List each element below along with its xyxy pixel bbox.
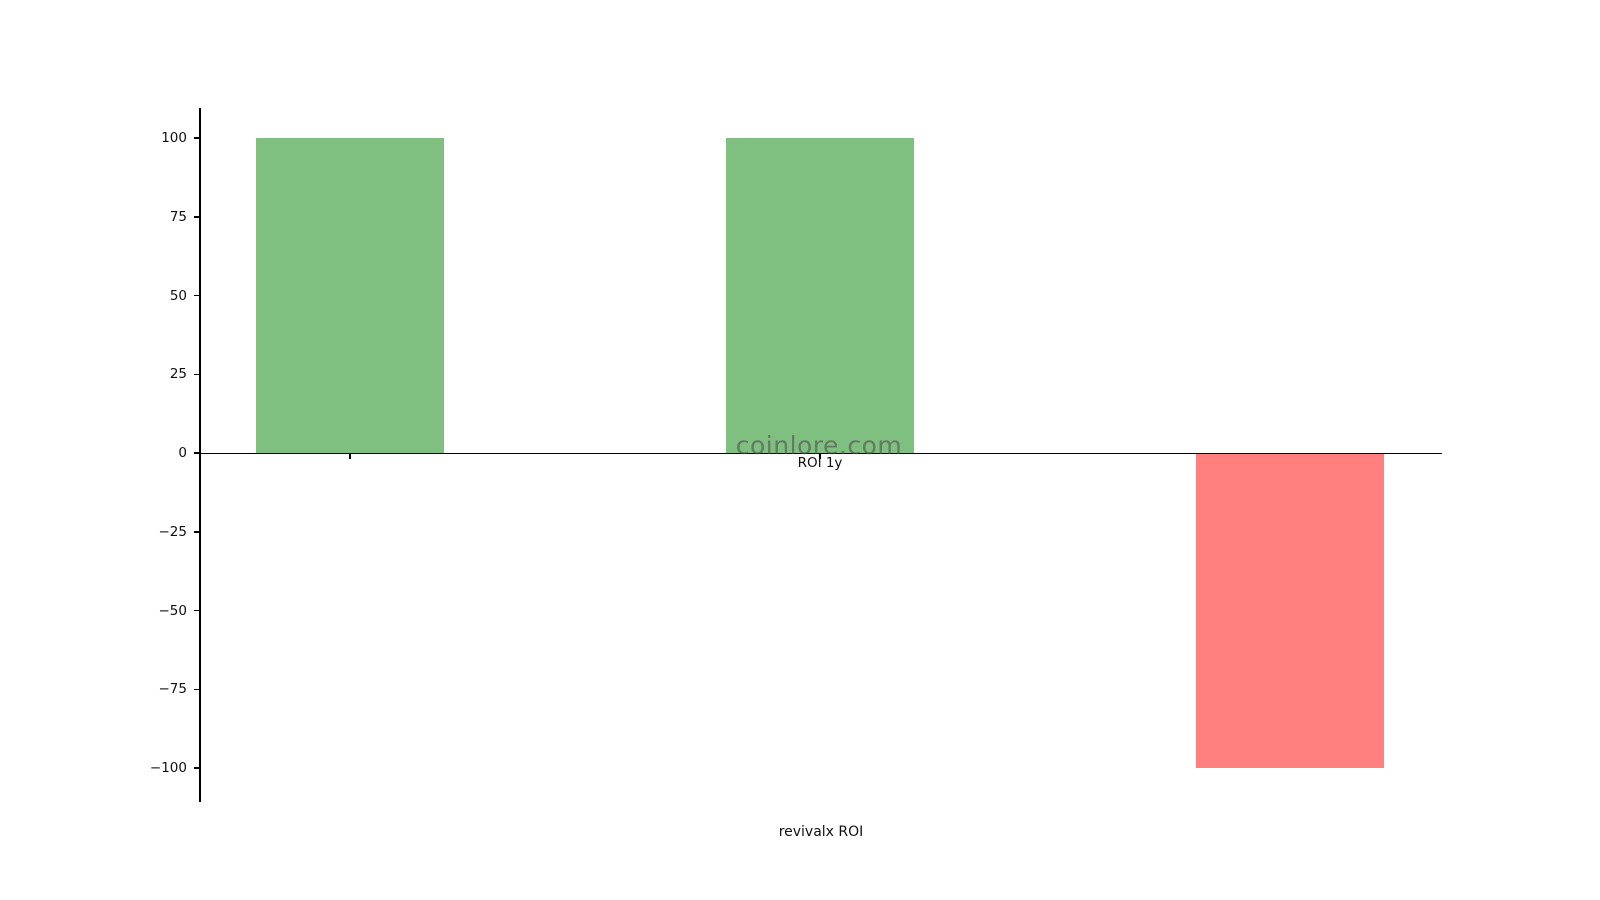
- x-tick-mark: [819, 454, 821, 459]
- y-tick-label: −100: [149, 760, 187, 776]
- y-tick-label: 75: [169, 208, 187, 225]
- x-axis-line: [200, 452, 1442, 454]
- bar-series-0: [256, 138, 444, 453]
- y-tick-mark: [194, 137, 200, 139]
- bar-series-2: [1196, 453, 1384, 768]
- y-tick-label: 50: [169, 287, 187, 304]
- y-tick-label: 25: [169, 366, 187, 383]
- y-tick-mark: [194, 294, 200, 297]
- y-tick-label: −75: [158, 681, 188, 698]
- y-tick-label: −25: [158, 523, 188, 540]
- y-tick-mark: [194, 216, 200, 218]
- y-tick-mark: [194, 688, 200, 690]
- x-tick-label: ROI 1y: [797, 455, 843, 471]
- y-tick-mark: [194, 767, 200, 769]
- bar-roi-1y: [726, 138, 914, 453]
- y-axis-line: [199, 108, 201, 802]
- x-tick-mark: [349, 454, 351, 459]
- y-tick-mark: [194, 531, 200, 533]
- y-tick-label: 100: [161, 130, 187, 146]
- y-tick-mark: [194, 609, 200, 612]
- watermark-text: coinlore.com: [735, 431, 903, 460]
- y-tick-mark: [194, 373, 200, 375]
- y-tick-mark: [194, 452, 200, 454]
- x-axis-label: revivalx ROI: [778, 824, 864, 840]
- y-tick-label: −50: [158, 602, 188, 619]
- y-tick-label: 0: [178, 445, 187, 461]
